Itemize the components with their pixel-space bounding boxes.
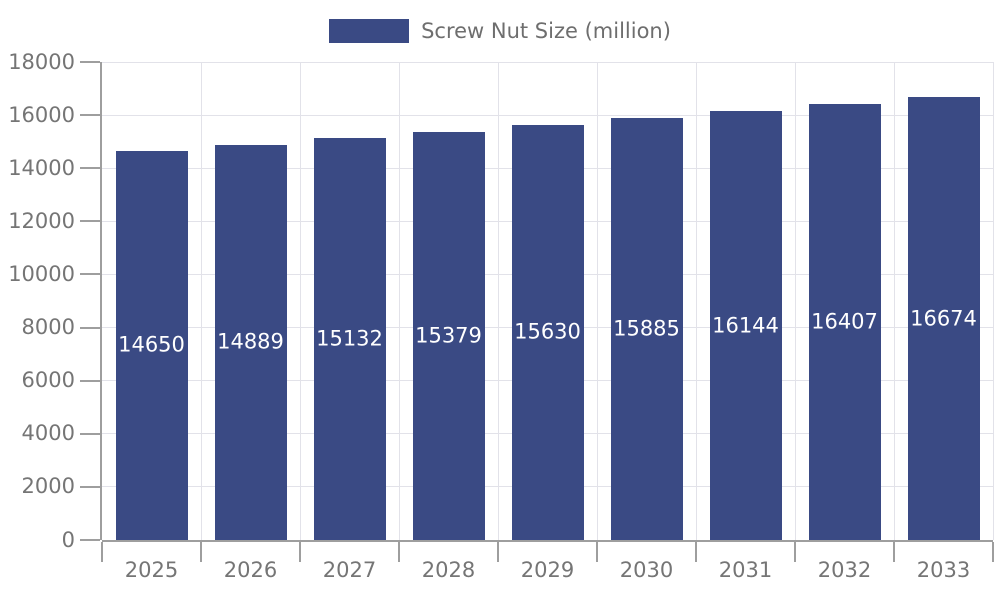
x-gridline (794, 62, 796, 540)
bar-value-label: 15885 (613, 316, 680, 341)
y-tick-label: 4000 (21, 421, 75, 446)
y-tick-label: 0 (61, 527, 75, 552)
y-tick-label: 18000 (8, 49, 75, 74)
x-axis-tick (794, 542, 796, 562)
x-gridline (596, 62, 598, 540)
bar: 15379 (412, 131, 485, 540)
y-axis-tick (80, 432, 100, 435)
y-tick-label: 12000 (8, 208, 75, 233)
y-tick-label: 14000 (8, 155, 75, 180)
y-axis-tick (80, 61, 100, 63)
x-axis-tick (695, 542, 697, 562)
bar: 16407 (808, 104, 881, 540)
bar-value-label: 15630 (514, 319, 581, 344)
y-tick-label: 8000 (21, 315, 75, 340)
y-axis-tick (80, 220, 100, 223)
y-axis-tick (80, 485, 100, 488)
x-axis-tick (101, 542, 103, 562)
x-tick-label: 2031 (718, 558, 773, 582)
bar-value-label: 14889 (217, 329, 284, 354)
x-axis-tick (992, 542, 994, 562)
legend-swatch (329, 19, 410, 43)
x-tick-label: 2026 (223, 558, 278, 582)
bar-value-label: 14650 (118, 332, 185, 357)
y-axis-line (100, 62, 102, 540)
y-axis-tick (80, 167, 100, 170)
x-gridline (497, 62, 499, 540)
x-axis-line (102, 540, 993, 542)
x-gridline (299, 62, 301, 540)
bar: 14650 (115, 150, 188, 540)
x-gridline (695, 62, 697, 540)
x-tick-label: 2028 (421, 558, 476, 582)
bar: 16144 (709, 111, 782, 540)
y-tick-label: 2000 (21, 474, 75, 499)
bar: 16674 (907, 97, 980, 540)
legend-label: Screw Nut Size (million) (421, 18, 671, 43)
y-axis-tick (80, 539, 100, 541)
bar: 15630 (511, 124, 584, 540)
x-gridline (992, 62, 994, 540)
y-axis-tick (80, 379, 100, 382)
bar: 14889 (214, 144, 287, 540)
x-axis-tick (497, 542, 499, 562)
bar-value-label: 16407 (811, 309, 878, 334)
x-axis-tick (200, 542, 202, 562)
x-gridline (398, 62, 400, 540)
x-axis-tick (596, 542, 598, 562)
bar: 15132 (313, 138, 386, 540)
x-tick-label: 2029 (520, 558, 575, 582)
bar-value-label: 15379 (415, 323, 482, 348)
y-tick-label: 6000 (21, 368, 75, 393)
y-axis-tick (80, 114, 100, 117)
bar-value-label: 16674 (910, 306, 977, 331)
bar-value-label: 15132 (316, 326, 383, 351)
y-gridline (102, 114, 993, 116)
bar-value-label: 16144 (712, 313, 779, 338)
x-axis-tick (398, 542, 400, 562)
x-tick-label: 2032 (817, 558, 872, 582)
y-gridline (102, 61, 993, 63)
x-axis-tick (893, 542, 895, 562)
y-axis-tick (80, 273, 100, 276)
x-tick-label: 2030 (619, 558, 674, 582)
x-gridline (200, 62, 202, 540)
legend: Screw Nut Size (million) (0, 14, 1000, 48)
plot-area: 0 2000 4000 6000 8000 10000 12000 14000 16000 180… (8, 51, 994, 581)
y-tick-label: 16000 (8, 102, 75, 127)
x-axis-tick (299, 542, 301, 562)
x-tick-label: 2033 (916, 558, 971, 582)
x-gridline (893, 62, 895, 540)
x-tick-label: 2025 (124, 558, 179, 582)
y-axis-tick (80, 326, 100, 329)
x-tick-label: 2027 (322, 558, 377, 582)
bar: 15885 (610, 118, 683, 540)
y-tick-label: 10000 (8, 261, 75, 286)
